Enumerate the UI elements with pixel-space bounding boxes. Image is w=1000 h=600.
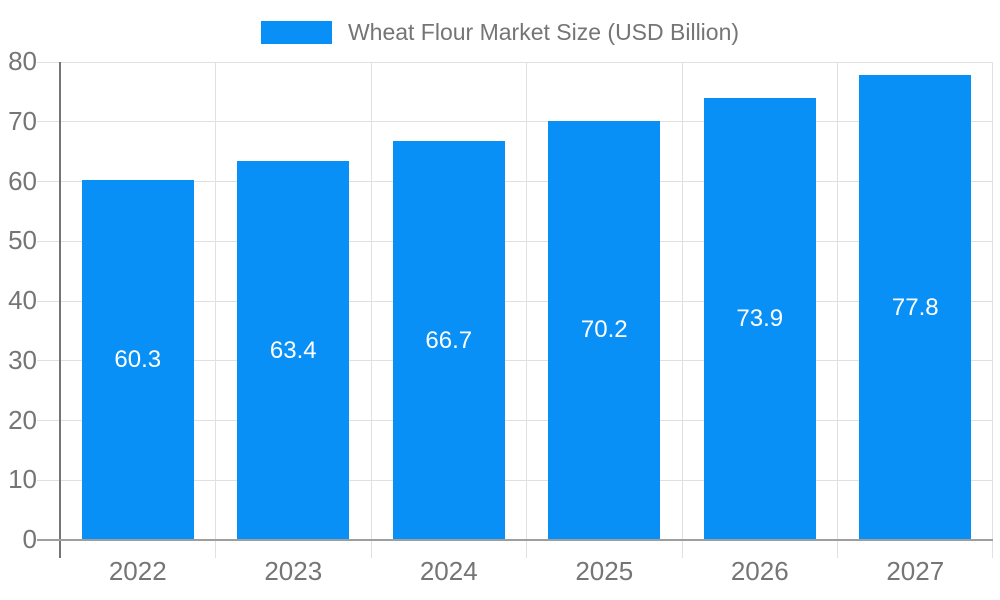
bar-value-label: 70.2 [580,316,628,344]
y-tick-label: 40 [8,284,37,315]
v-gridline [992,62,993,558]
legend-series-label: Wheat Flour Market Size (USD Billion) [347,19,740,45]
bar-value-label: 77.8 [891,293,939,321]
y-tick-label: 50 [8,225,37,256]
x-axis-labels: 2022 2023 2024 2025 2026 2027 [60,556,993,590]
x-tick-label: 2024 [419,556,478,586]
h-gridline [37,121,993,123]
h-gridline [37,61,993,63]
bar-2025 [548,120,661,540]
bar-value-label: 73.9 [736,305,784,333]
legend-swatch [260,21,332,44]
bar-2026 [703,98,816,540]
y-tick-label: 80 [8,45,37,76]
v-gridline [837,62,838,558]
x-tick-label: 2023 [264,556,323,586]
x-axis-baseline [37,539,993,541]
h-gridline [37,420,993,421]
legend: Wheat Flour Market Size (USD Billion) [0,19,1000,46]
x-tick-label: 2026 [730,556,789,586]
y-tick-label: 0 [22,523,37,554]
y-tick-label: 60 [8,165,37,196]
v-gridline [681,62,683,558]
bar-value-label: 60.3 [114,345,162,373]
bar-value-label: 63.4 [269,336,317,364]
plot-area: 60.3 63.4 66.7 70.2 73.9 77.8 [37,61,993,558]
y-tick-label: 70 [8,105,37,136]
v-gridline [370,62,372,558]
bar-2022 [81,179,194,540]
v-gridline [526,62,527,558]
bar-value-label: 66.7 [425,326,473,354]
h-gridline [37,479,993,481]
y-tick-label: 30 [8,344,37,375]
bar-2024 [392,141,505,540]
bar-2027 [859,75,972,540]
h-gridline [37,240,993,242]
h-gridline [37,300,993,302]
x-tick-label: 2022 [108,556,167,586]
y-axis-labels: 0 10 20 30 40 50 60 70 80 [0,46,37,554]
y-tick-label: 10 [8,464,37,495]
v-gridline [215,62,216,558]
y-tick-label: 20 [8,404,37,435]
h-gridline [37,181,993,182]
x-tick-label: 2025 [575,556,634,586]
y-axis-line [59,62,61,558]
h-gridline [37,360,993,362]
x-tick-label: 2027 [886,556,945,586]
bar-2023 [237,161,350,540]
